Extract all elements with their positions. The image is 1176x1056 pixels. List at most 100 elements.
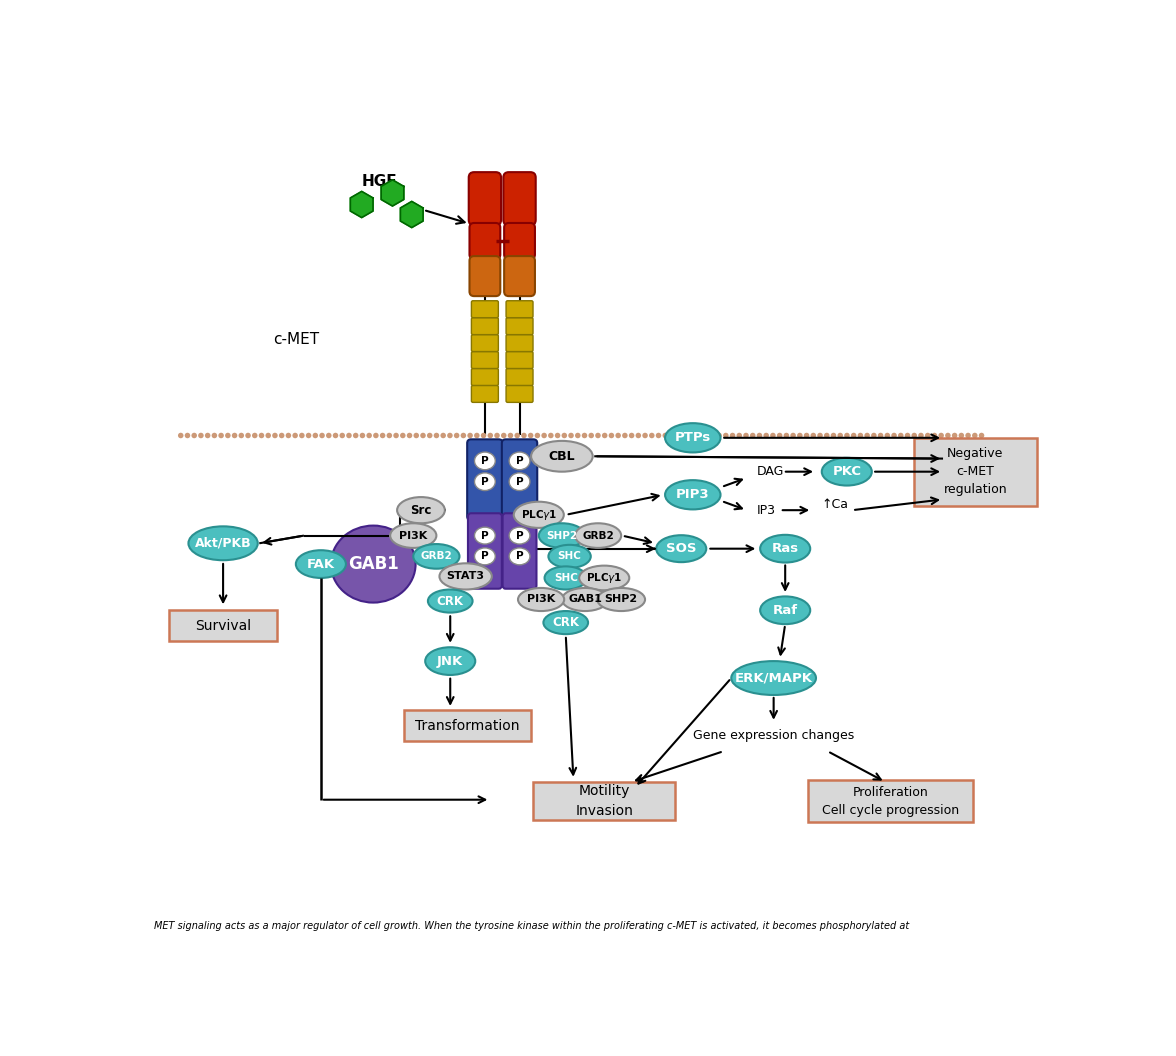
Ellipse shape [797, 433, 802, 438]
Ellipse shape [544, 566, 587, 589]
Ellipse shape [824, 433, 829, 438]
Text: HGF: HGF [362, 174, 397, 189]
Text: MET signaling acts as a major regulator of cell growth. When the tyrosine kinase: MET signaling acts as a major regulator … [154, 921, 909, 930]
Text: Ras: Ras [771, 542, 799, 555]
Ellipse shape [528, 433, 534, 438]
Text: SHP2: SHP2 [547, 530, 577, 541]
Ellipse shape [488, 433, 493, 438]
FancyBboxPatch shape [472, 318, 499, 335]
Text: STAT3: STAT3 [447, 571, 485, 582]
Text: P: P [516, 530, 523, 541]
Text: SHC: SHC [554, 573, 577, 583]
Text: P: P [481, 456, 489, 466]
FancyBboxPatch shape [533, 782, 675, 821]
Text: SOS: SOS [666, 542, 696, 555]
Ellipse shape [205, 433, 211, 438]
Text: JNK: JNK [437, 655, 463, 667]
Ellipse shape [871, 433, 876, 438]
Ellipse shape [810, 433, 816, 438]
Ellipse shape [192, 433, 196, 438]
Ellipse shape [958, 433, 964, 438]
FancyBboxPatch shape [469, 172, 501, 225]
FancyBboxPatch shape [506, 301, 533, 318]
FancyBboxPatch shape [469, 257, 500, 296]
Text: PI3K: PI3K [527, 595, 555, 604]
Ellipse shape [509, 452, 530, 470]
Text: Akt/PKB: Akt/PKB [195, 536, 252, 550]
Ellipse shape [864, 433, 870, 438]
Ellipse shape [891, 433, 897, 438]
FancyBboxPatch shape [472, 301, 499, 318]
Ellipse shape [629, 433, 634, 438]
Ellipse shape [509, 473, 530, 491]
FancyBboxPatch shape [914, 438, 1037, 506]
Ellipse shape [252, 433, 258, 438]
FancyBboxPatch shape [468, 513, 502, 589]
Ellipse shape [851, 433, 856, 438]
Text: IP3: IP3 [756, 504, 776, 516]
Ellipse shape [669, 433, 675, 438]
Text: P: P [516, 456, 523, 466]
FancyBboxPatch shape [505, 257, 535, 296]
Ellipse shape [562, 588, 608, 611]
Ellipse shape [750, 433, 755, 438]
Ellipse shape [582, 433, 587, 438]
FancyBboxPatch shape [506, 369, 533, 385]
Ellipse shape [575, 433, 581, 438]
Ellipse shape [946, 433, 950, 438]
Ellipse shape [266, 433, 270, 438]
Text: GAB1: GAB1 [348, 555, 399, 573]
Text: P: P [516, 551, 523, 562]
Ellipse shape [723, 433, 729, 438]
Ellipse shape [434, 433, 439, 438]
Ellipse shape [666, 480, 721, 509]
Ellipse shape [346, 433, 352, 438]
Ellipse shape [360, 433, 366, 438]
Ellipse shape [387, 433, 392, 438]
Text: GAB1: GAB1 [568, 595, 602, 604]
Ellipse shape [426, 647, 475, 675]
FancyBboxPatch shape [808, 780, 974, 823]
Text: Motility
Invasion: Motility Invasion [575, 785, 633, 818]
Polygon shape [350, 191, 373, 218]
Text: SHP2: SHP2 [604, 595, 637, 604]
Ellipse shape [212, 433, 218, 438]
Ellipse shape [225, 433, 230, 438]
Ellipse shape [656, 433, 661, 438]
Ellipse shape [763, 433, 769, 438]
Text: GRB2: GRB2 [582, 530, 614, 541]
Ellipse shape [662, 433, 668, 438]
Ellipse shape [407, 433, 413, 438]
Ellipse shape [731, 661, 816, 695]
Ellipse shape [353, 433, 359, 438]
FancyBboxPatch shape [503, 172, 536, 225]
Ellipse shape [978, 433, 984, 438]
Ellipse shape [178, 433, 183, 438]
FancyBboxPatch shape [506, 385, 533, 402]
Ellipse shape [521, 433, 527, 438]
Ellipse shape [509, 548, 530, 565]
Ellipse shape [817, 433, 823, 438]
Ellipse shape [926, 433, 930, 438]
Ellipse shape [517, 588, 564, 611]
Ellipse shape [367, 433, 372, 438]
Ellipse shape [689, 433, 695, 438]
Text: Proliferation
Cell cycle progression: Proliferation Cell cycle progression [822, 786, 960, 816]
Ellipse shape [185, 433, 191, 438]
Ellipse shape [716, 433, 722, 438]
FancyBboxPatch shape [469, 223, 500, 259]
Ellipse shape [313, 433, 318, 438]
Ellipse shape [532, 441, 593, 472]
FancyBboxPatch shape [472, 335, 499, 352]
Ellipse shape [246, 433, 250, 438]
Ellipse shape [259, 433, 265, 438]
Ellipse shape [696, 433, 702, 438]
Ellipse shape [330, 526, 415, 603]
Ellipse shape [539, 524, 584, 548]
Ellipse shape [393, 433, 399, 438]
Ellipse shape [239, 433, 245, 438]
Text: SHC: SHC [557, 551, 581, 562]
Text: PKC: PKC [833, 466, 861, 478]
Ellipse shape [219, 433, 223, 438]
Text: CRK: CRK [553, 616, 580, 629]
